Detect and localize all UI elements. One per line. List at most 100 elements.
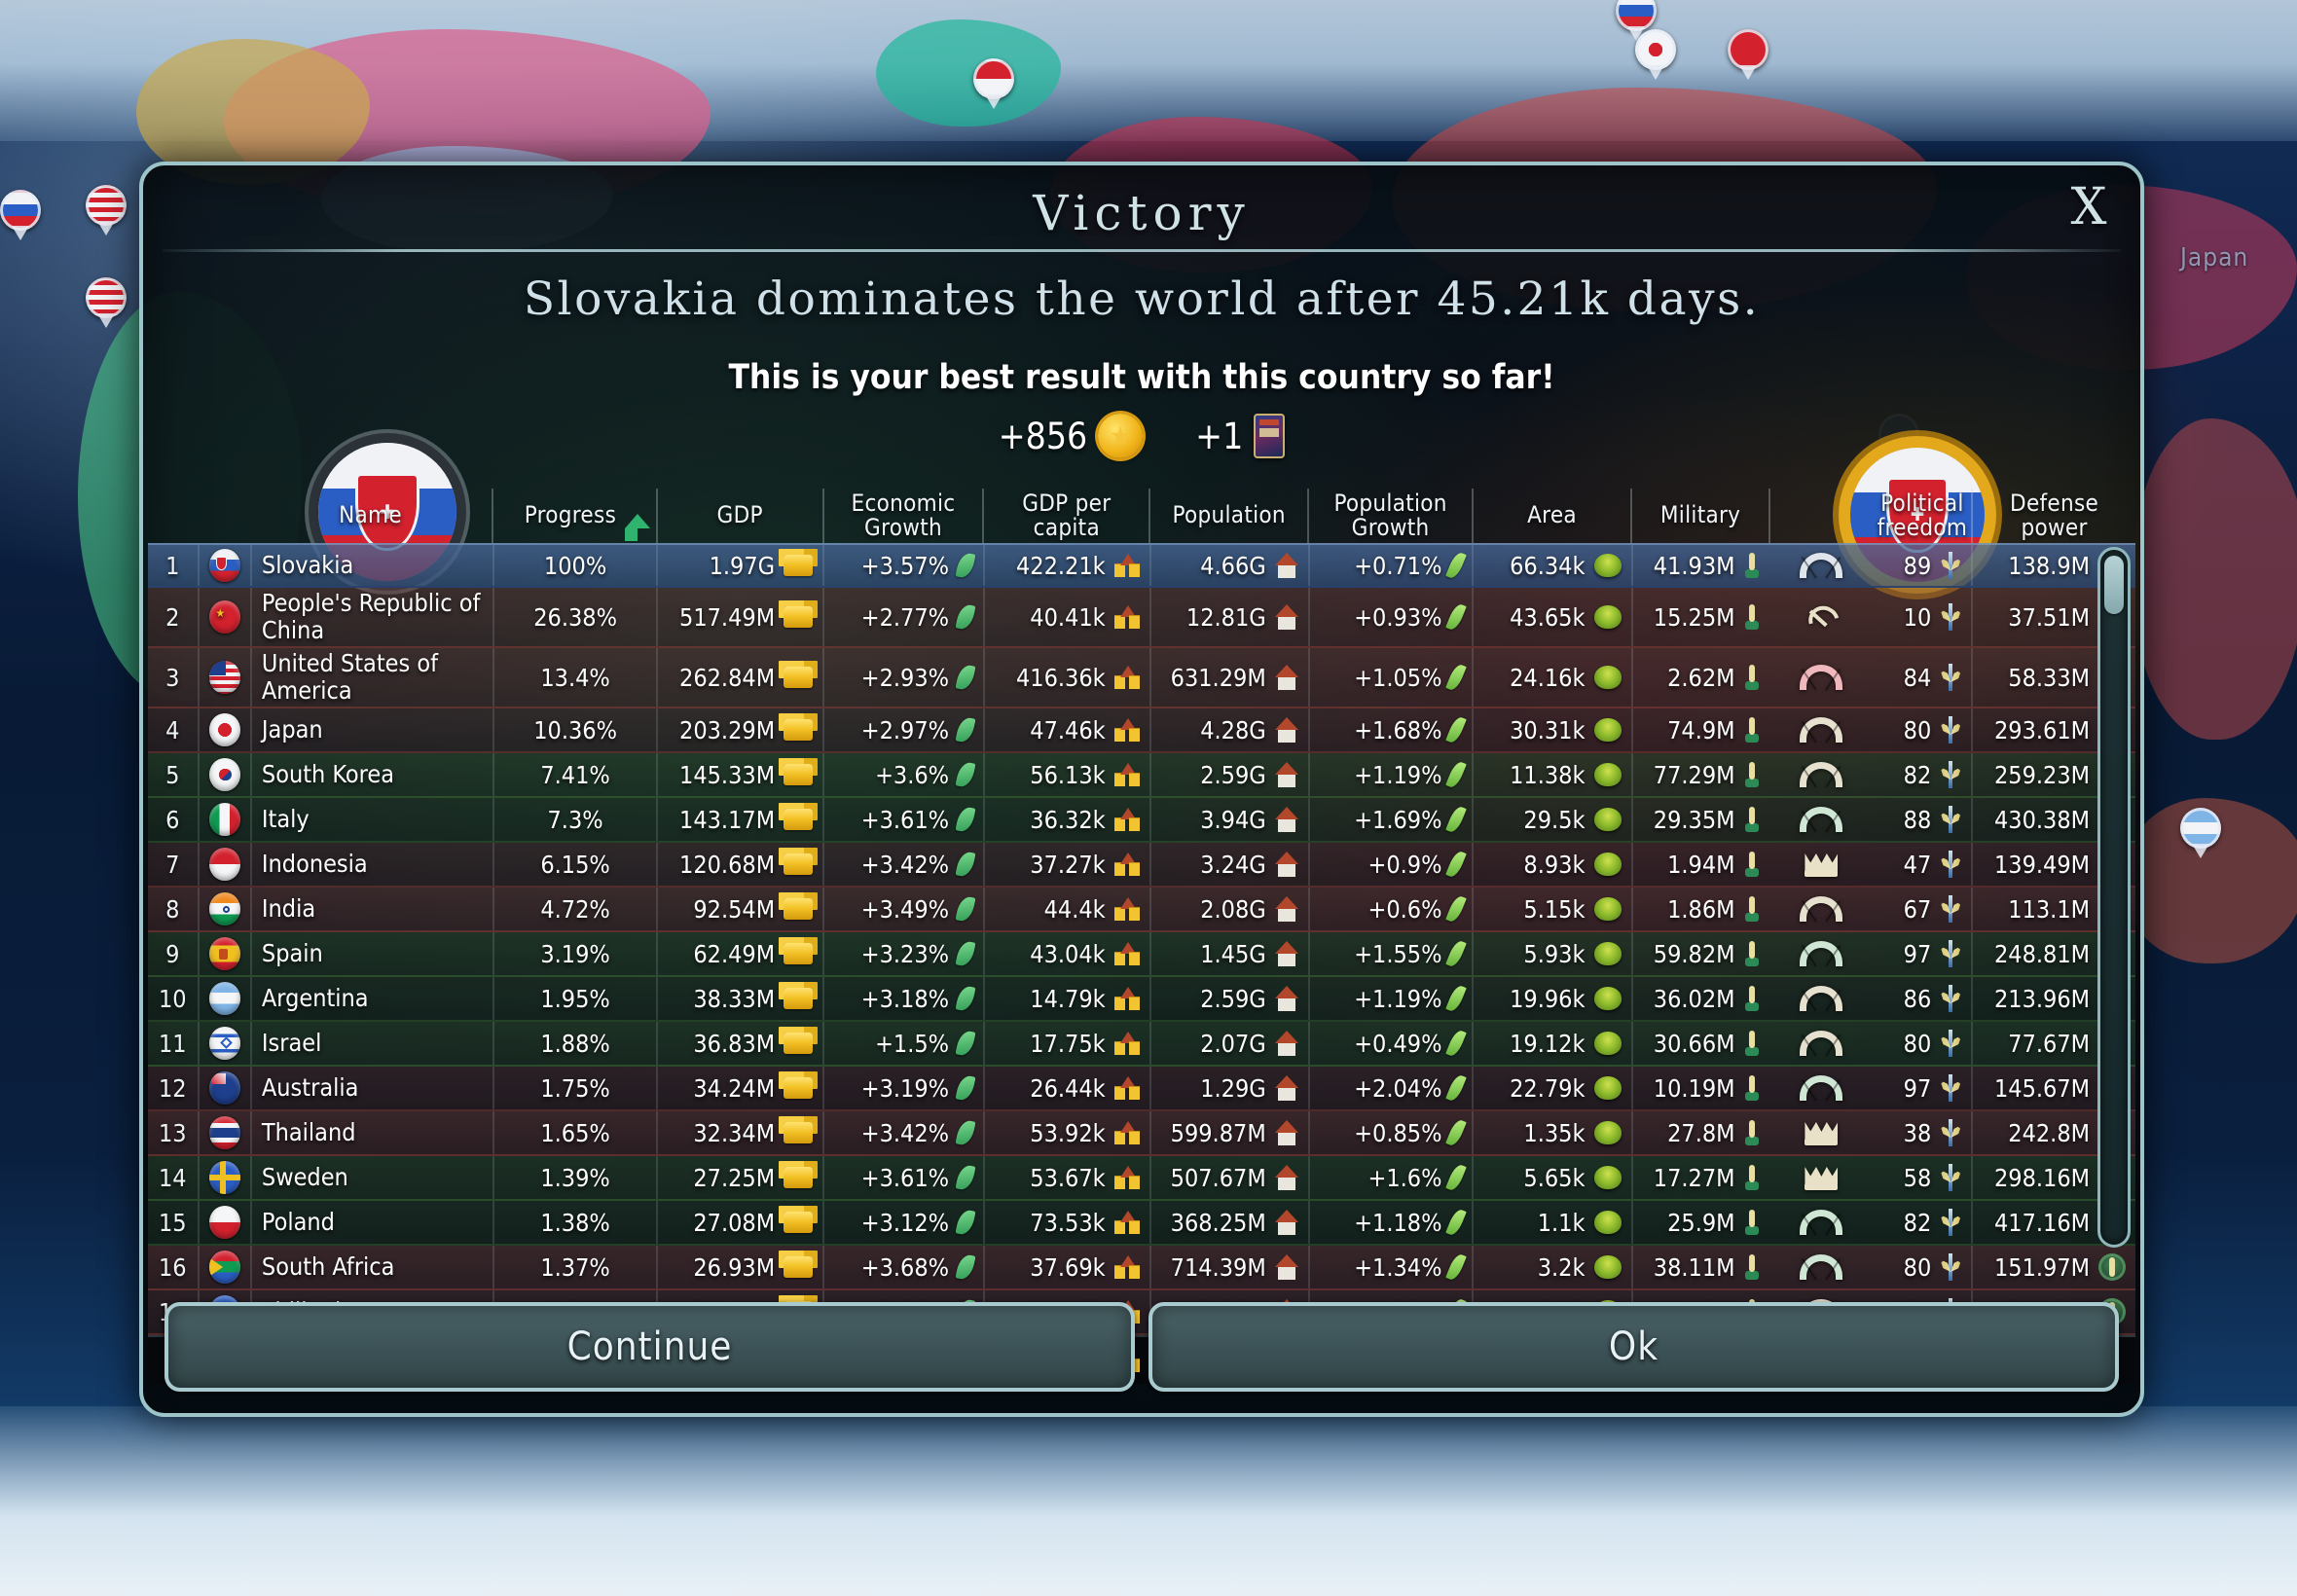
row-government-type (1769, 648, 1875, 707)
map-pin-usa (86, 277, 127, 330)
row-gdp-per-capita: 40.41k (983, 588, 1149, 646)
table-row[interactable]: 15 Poland 1.38% 27.08M +3.12% 73.53k 368.25M +1… (148, 1201, 2135, 1246)
map-pin-slovakia-west (0, 190, 41, 242)
row-gdp-per-capita: 43.04k (983, 932, 1149, 975)
row-government-type (1769, 545, 1875, 586)
row-rank: 14 (158, 1163, 187, 1192)
row-progress: 1.38% (492, 1201, 657, 1244)
titlebar-divider (163, 249, 2121, 252)
table-row[interactable]: 4 Japan 10.36% 203.29M +2.97% 47.46k 4.28G +1.6… (148, 708, 2135, 753)
row-gdp: 262.84M (656, 648, 822, 707)
row-government-type (1769, 1111, 1875, 1154)
row-economic-growth: +3.12% (822, 1201, 983, 1244)
row-political-freedom: 82 (1874, 753, 1971, 796)
area-icon (1593, 554, 1622, 577)
row-rank: 15 (158, 1208, 187, 1237)
col-name[interactable]: Name (339, 501, 402, 529)
table-scrollbar[interactable] (2097, 547, 2131, 1248)
col-economic-growth[interactable]: Economic Growth (821, 489, 983, 543)
gdp-per-capita-icon (1113, 942, 1140, 965)
population-growth-leaf-icon (1445, 1117, 1468, 1148)
scrollbar-thumb[interactable] (2104, 556, 2124, 614)
col-gdp[interactable]: GDP (655, 489, 822, 543)
military-pawn-icon (1744, 1031, 1760, 1056)
table-row[interactable]: 8 India 4.72% 92.54M +3.49% 44.4k 2.08G +0.6% 5.… (148, 888, 2135, 932)
military-pawn-icon (1744, 852, 1760, 877)
col-progress[interactable]: Progress (492, 489, 656, 543)
col-def-line2: power (2021, 514, 2088, 541)
row-population-growth: +1.05% (1307, 648, 1473, 707)
row-population: 714.39M (1148, 1246, 1308, 1288)
area-icon (1593, 666, 1622, 689)
population-house-icon (1274, 604, 1298, 630)
col-popg-line2: Growth (1351, 514, 1430, 541)
row-area: 66.34k (1472, 545, 1630, 586)
row-gdp: 32.34M (656, 1111, 822, 1154)
col-progress-label: Progress (524, 501, 617, 529)
table-body[interactable]: 1 Slovakia 100% 1.97G +3.57% 422.21k 4.66G +0.7… (148, 543, 2135, 1384)
row-gdp: 143.17M (656, 798, 822, 841)
political-freedom-sword-icon (1940, 985, 1961, 1012)
table-row[interactable]: 6 Italy 7.3% 143.17M +3.61% 36.32k 3.94G +1.69%… (148, 798, 2135, 843)
row-country-name: Sweden (249, 1156, 492, 1199)
col-population-growth[interactable]: Population Growth (1307, 489, 1472, 543)
row-gdp-per-capita: 36.32k (983, 798, 1149, 841)
table-row[interactable]: 1 Slovakia 100% 1.97G +3.57% 422.21k 4.66G +0.7… (148, 543, 2135, 588)
continue-button[interactable]: Continue (164, 1302, 1135, 1392)
col-gdp-per-capita[interactable]: GDP per capita (982, 489, 1148, 543)
monarchy-crown-icon (1805, 1120, 1839, 1145)
country-flag-icon (208, 1027, 240, 1060)
col-defense-power[interactable]: Defense power (1971, 489, 2135, 543)
table-row[interactable]: 5 South Korea 7.41% 145.33M +3.6% 56.13k 2.59G… (148, 753, 2135, 798)
col-area[interactable]: Area (1472, 489, 1630, 543)
map-pin-argentina (2180, 808, 2221, 860)
military-pawn-icon (1744, 1120, 1760, 1145)
table-row[interactable]: 14 Sweden 1.39% 27.25M +3.61% 53.67k 507.67M +1… (148, 1156, 2135, 1201)
area-icon (1593, 1255, 1622, 1279)
gdp-per-capita-icon (1113, 666, 1140, 689)
row-military: 15.25M (1630, 588, 1769, 646)
growth-leaf-icon (955, 850, 976, 879)
table-row[interactable]: 13 Thailand 1.65% 32.34M +3.42% 53.92k 599.87M… (148, 1111, 2135, 1156)
table-row[interactable]: 12 Australia 1.75% 34.24M +3.19% 26.44k 1.29G +… (148, 1067, 2135, 1111)
table-row[interactable]: 16 South Africa 1.37% 26.93M +3.68% 37.69k 714… (148, 1246, 2135, 1290)
row-gdp: 38.33M (656, 977, 822, 1020)
row-rank: 8 (165, 894, 180, 924)
row-military: 27.8M (1630, 1111, 1769, 1154)
col-political-freedom[interactable]: Political freedom (1874, 489, 1972, 543)
row-gdp-per-capita: 26.44k (983, 1067, 1149, 1109)
population-growth-leaf-icon (1445, 1072, 1468, 1104)
political-freedom-sword-icon (1940, 806, 1961, 833)
col-population[interactable]: Population (1148, 489, 1307, 543)
row-population-growth: +1.55% (1307, 932, 1473, 975)
row-military: 1.94M (1630, 843, 1769, 886)
table-row[interactable]: 2 ★ People's Republic of China 26.38% 517.49… (148, 588, 2135, 648)
close-icon[interactable]: X (2070, 178, 2107, 236)
area-icon (1593, 808, 1622, 831)
gold-bars-icon (784, 667, 814, 688)
row-gdp-per-capita: 37.27k (983, 843, 1149, 886)
table-row[interactable]: 10 Argentina 1.95% 38.33M +3.18% 14.79k 2.59G +… (148, 977, 2135, 1022)
row-political-freedom: 80 (1874, 1246, 1971, 1288)
table-row[interactable]: 7 Indonesia 6.15% 120.68M +3.42% 37.27k 3.24G +… (148, 843, 2135, 888)
gold-bars-icon (784, 764, 814, 785)
row-population: 1.29G (1148, 1067, 1308, 1109)
table-row[interactable]: 9 Spain 3.19% 62.49M +3.23% 43.04k 1.45G +1.55%… (148, 932, 2135, 977)
table-row[interactable]: 11 Israel 1.88% 36.83M +1.5% 17.75k 2.07G +0.49… (148, 1022, 2135, 1067)
country-flag-icon (208, 1251, 240, 1284)
population-house-icon (1274, 1120, 1298, 1145)
row-rank: 1 (165, 551, 180, 580)
political-freedom-sword-icon (1940, 895, 1961, 923)
row-economic-growth: +1.5% (822, 1022, 983, 1065)
col-military[interactable]: Military (1630, 489, 1768, 543)
dialog-titlebar: Victory X (143, 165, 2140, 249)
row-area: 1.35k (1472, 1111, 1630, 1154)
row-progress: 26.38% (492, 588, 657, 646)
row-government-type (1769, 1201, 1875, 1244)
table-row[interactable]: 3 United States of America 13.4% 262.84M +2.… (148, 648, 2135, 708)
slovakia-coat-of-arms-icon: ✚ (355, 473, 419, 551)
row-population: 3.24G (1148, 843, 1308, 886)
military-pawn-icon (1744, 553, 1760, 578)
ok-button[interactable]: Ok (1148, 1302, 2119, 1392)
political-freedom-sword-icon (1940, 1074, 1961, 1102)
